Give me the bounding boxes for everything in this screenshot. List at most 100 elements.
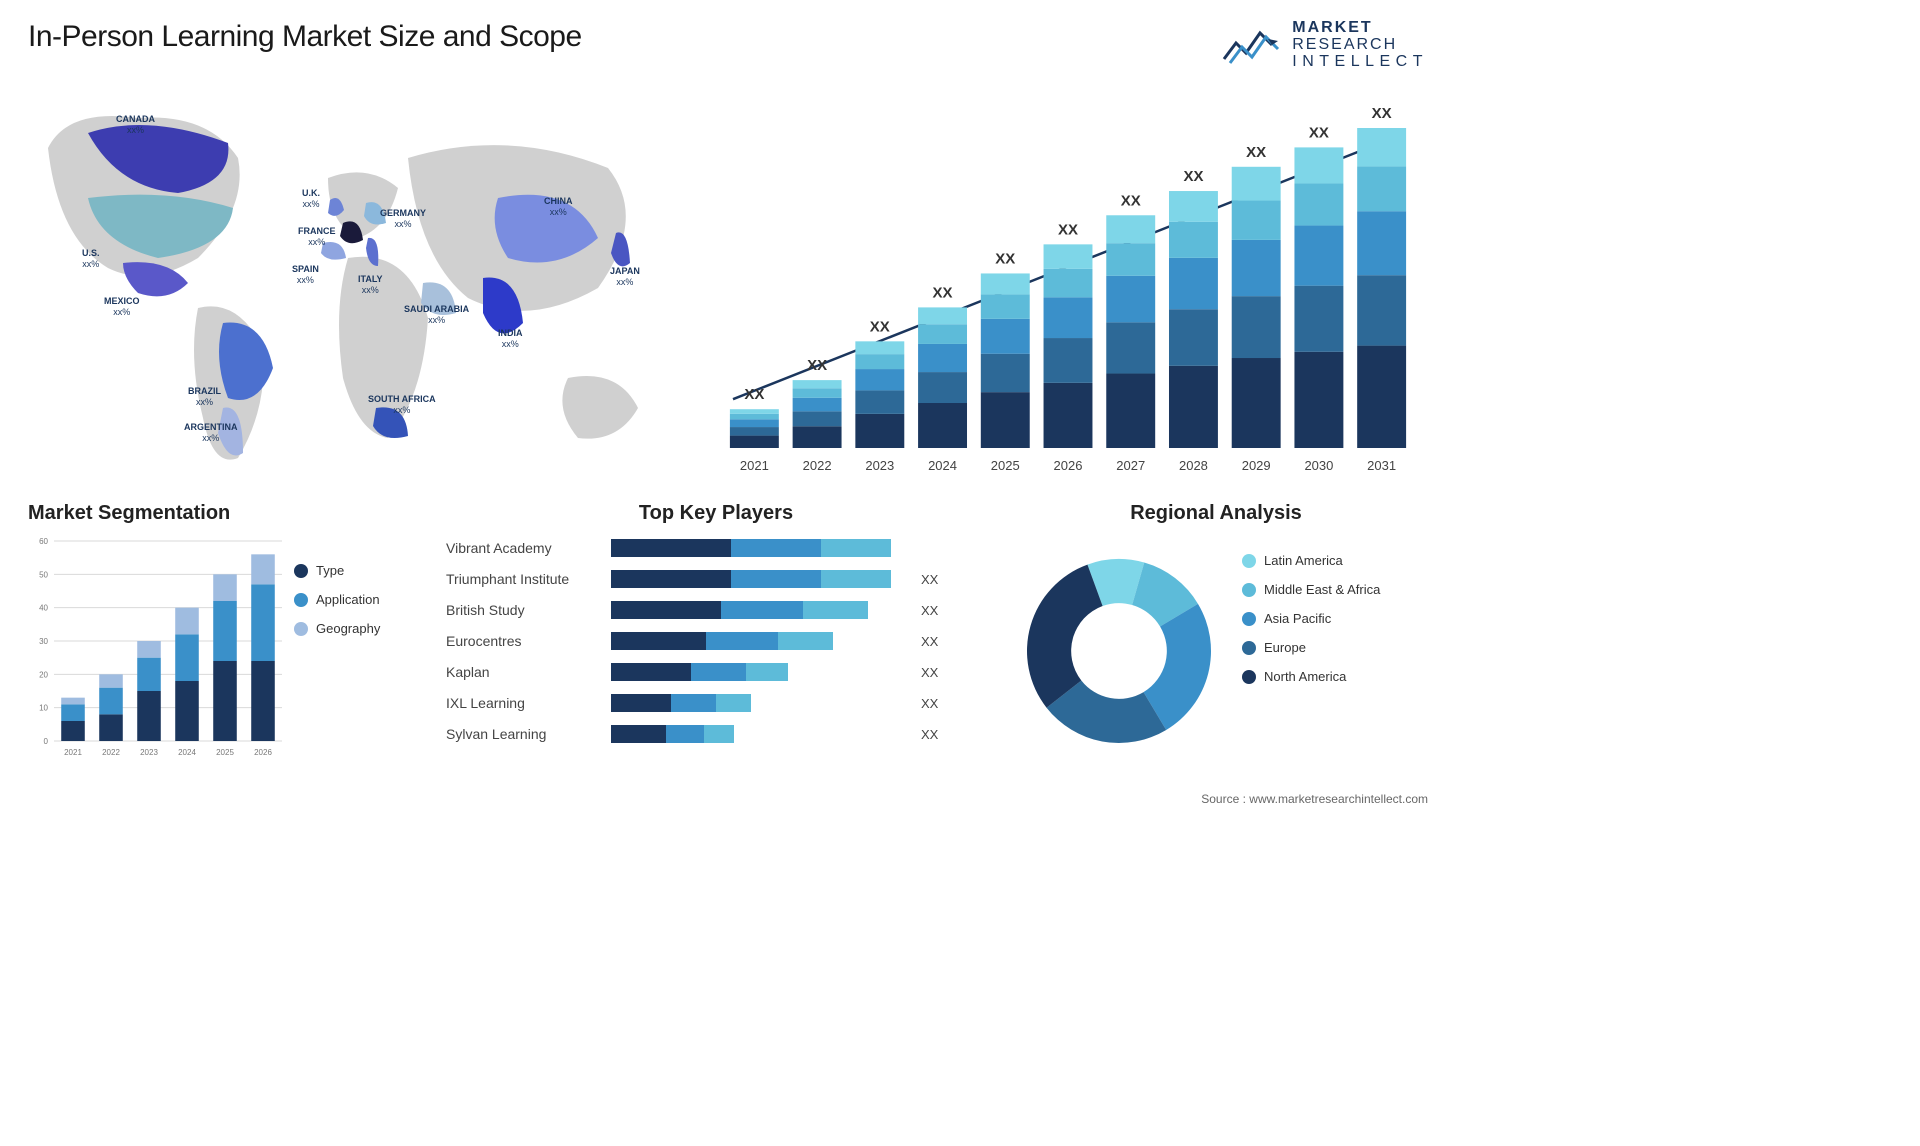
svg-text:XX: XX	[995, 251, 1015, 268]
svg-text:50: 50	[39, 571, 48, 580]
player-bar-segment	[731, 539, 821, 557]
svg-text:2028: 2028	[1179, 458, 1208, 473]
growth-chart: XX2021XX2022XX2023XX2024XX2025XX2026XX20…	[698, 88, 1428, 488]
player-row: EurocentresXX	[446, 630, 986, 652]
legend-item: Europe	[1242, 640, 1380, 655]
legend-label: Application	[316, 592, 380, 607]
svg-text:XX: XX	[933, 285, 953, 302]
legend-item: Middle East & Africa	[1242, 582, 1380, 597]
player-bar-segment	[731, 570, 821, 588]
player-bar-segment	[821, 539, 891, 557]
player-row: IXL LearningXX	[446, 692, 986, 714]
map-label: INDIAxx%	[498, 328, 523, 350]
svg-text:XX: XX	[870, 319, 890, 336]
player-bar	[611, 601, 911, 619]
brand-logo: MARKET RESEARCH INTELLECT	[1222, 20, 1428, 70]
player-bar-segment	[716, 694, 751, 712]
segmentation-panel: Market Segmentation 01020304050602021202…	[28, 502, 428, 772]
map-label: U.S.xx%	[82, 248, 100, 270]
svg-text:60: 60	[39, 537, 48, 546]
legend-label: North America	[1264, 669, 1346, 684]
player-bar-segment	[746, 663, 788, 681]
map-label: SOUTH AFRICAxx%	[368, 394, 436, 416]
source-attribution: Source : www.marketresearchintellect.com	[1201, 792, 1428, 806]
legend-label: Type	[316, 563, 344, 578]
svg-text:40: 40	[39, 604, 48, 613]
map-label: CHINAxx%	[544, 196, 573, 218]
legend-label: Europe	[1264, 640, 1306, 655]
player-bar	[611, 725, 911, 743]
map-label: MEXICOxx%	[104, 296, 140, 318]
legend-swatch-icon	[1242, 583, 1256, 597]
legend-swatch-icon	[1242, 612, 1256, 626]
player-bar-segment	[821, 570, 891, 588]
logo-line-2: RESEARCH	[1292, 37, 1428, 54]
player-bar-segment	[611, 570, 731, 588]
player-value: XX	[921, 665, 938, 680]
players-title: Top Key Players	[446, 502, 986, 525]
legend-swatch-icon	[294, 622, 308, 636]
legend-label: Geography	[316, 621, 380, 636]
legend-label: Latin America	[1264, 553, 1343, 568]
svg-text:2031: 2031	[1367, 458, 1396, 473]
svg-text:XX: XX	[1058, 222, 1078, 239]
player-bar	[611, 694, 911, 712]
legend-swatch-icon	[1242, 554, 1256, 568]
map-label: SAUDI ARABIAxx%	[404, 304, 469, 326]
map-label: U.K.xx%	[302, 188, 320, 210]
svg-text:2025: 2025	[216, 748, 234, 757]
svg-text:XX: XX	[1121, 193, 1141, 210]
svg-text:XX: XX	[1246, 144, 1266, 161]
player-bar-segment	[778, 632, 833, 650]
player-bar-segment	[611, 539, 731, 557]
svg-text:2021: 2021	[64, 748, 82, 757]
player-name: Vibrant Academy	[446, 540, 601, 556]
player-name: Sylvan Learning	[446, 726, 601, 742]
map-label: CANADAxx%	[116, 114, 155, 136]
legend-swatch-icon	[294, 564, 308, 578]
map-label: FRANCExx%	[298, 226, 336, 248]
map-label: GERMANYxx%	[380, 208, 426, 230]
player-bar	[611, 539, 911, 557]
svg-text:30: 30	[39, 637, 48, 646]
map-label: ITALYxx%	[358, 274, 383, 296]
player-name: Eurocentres	[446, 633, 601, 649]
svg-text:XX: XX	[1183, 168, 1203, 185]
player-name: Triumphant Institute	[446, 571, 601, 587]
regional-donut	[1004, 533, 1234, 763]
player-row: Sylvan LearningXX	[446, 723, 986, 745]
player-bar-segment	[706, 632, 778, 650]
player-bar-segment	[611, 601, 721, 619]
legend-swatch-icon	[1242, 641, 1256, 655]
svg-text:2027: 2027	[1116, 458, 1145, 473]
segmentation-title: Market Segmentation	[28, 502, 428, 525]
players-panel: Top Key Players Vibrant Academy Triumphan…	[446, 502, 986, 772]
player-value: XX	[921, 572, 938, 587]
player-bar-segment	[666, 725, 704, 743]
player-row: British StudyXX	[446, 599, 986, 621]
logo-line-1: MARKET	[1292, 20, 1428, 37]
svg-text:XX: XX	[1372, 105, 1392, 122]
segmentation-legend: Type Application Geography	[288, 533, 380, 772]
legend-label: Middle East & Africa	[1264, 582, 1380, 597]
regional-legend: Latin AmericaMiddle East & AfricaAsia Pa…	[1234, 533, 1380, 772]
svg-text:XX: XX	[744, 387, 764, 404]
player-bar-segment	[704, 725, 734, 743]
legend-item: Application	[294, 592, 380, 607]
player-bar	[611, 663, 911, 681]
svg-text:2024: 2024	[178, 748, 196, 757]
logo-line-3: INTELLECT	[1292, 54, 1428, 71]
player-name: IXL Learning	[446, 695, 601, 711]
svg-text:2021: 2021	[740, 458, 769, 473]
svg-text:XX: XX	[807, 358, 827, 375]
map-label: BRAZILxx%	[188, 386, 221, 408]
player-bar	[611, 632, 911, 650]
legend-item: North America	[1242, 669, 1380, 684]
player-row: KaplanXX	[446, 661, 986, 683]
legend-item: Latin America	[1242, 553, 1380, 568]
map-label: SPAINxx%	[292, 264, 319, 286]
page-title: In-Person Learning Market Size and Scope	[28, 20, 582, 54]
svg-text:20: 20	[39, 671, 48, 680]
player-bar-segment	[611, 725, 666, 743]
svg-text:2026: 2026	[254, 748, 272, 757]
